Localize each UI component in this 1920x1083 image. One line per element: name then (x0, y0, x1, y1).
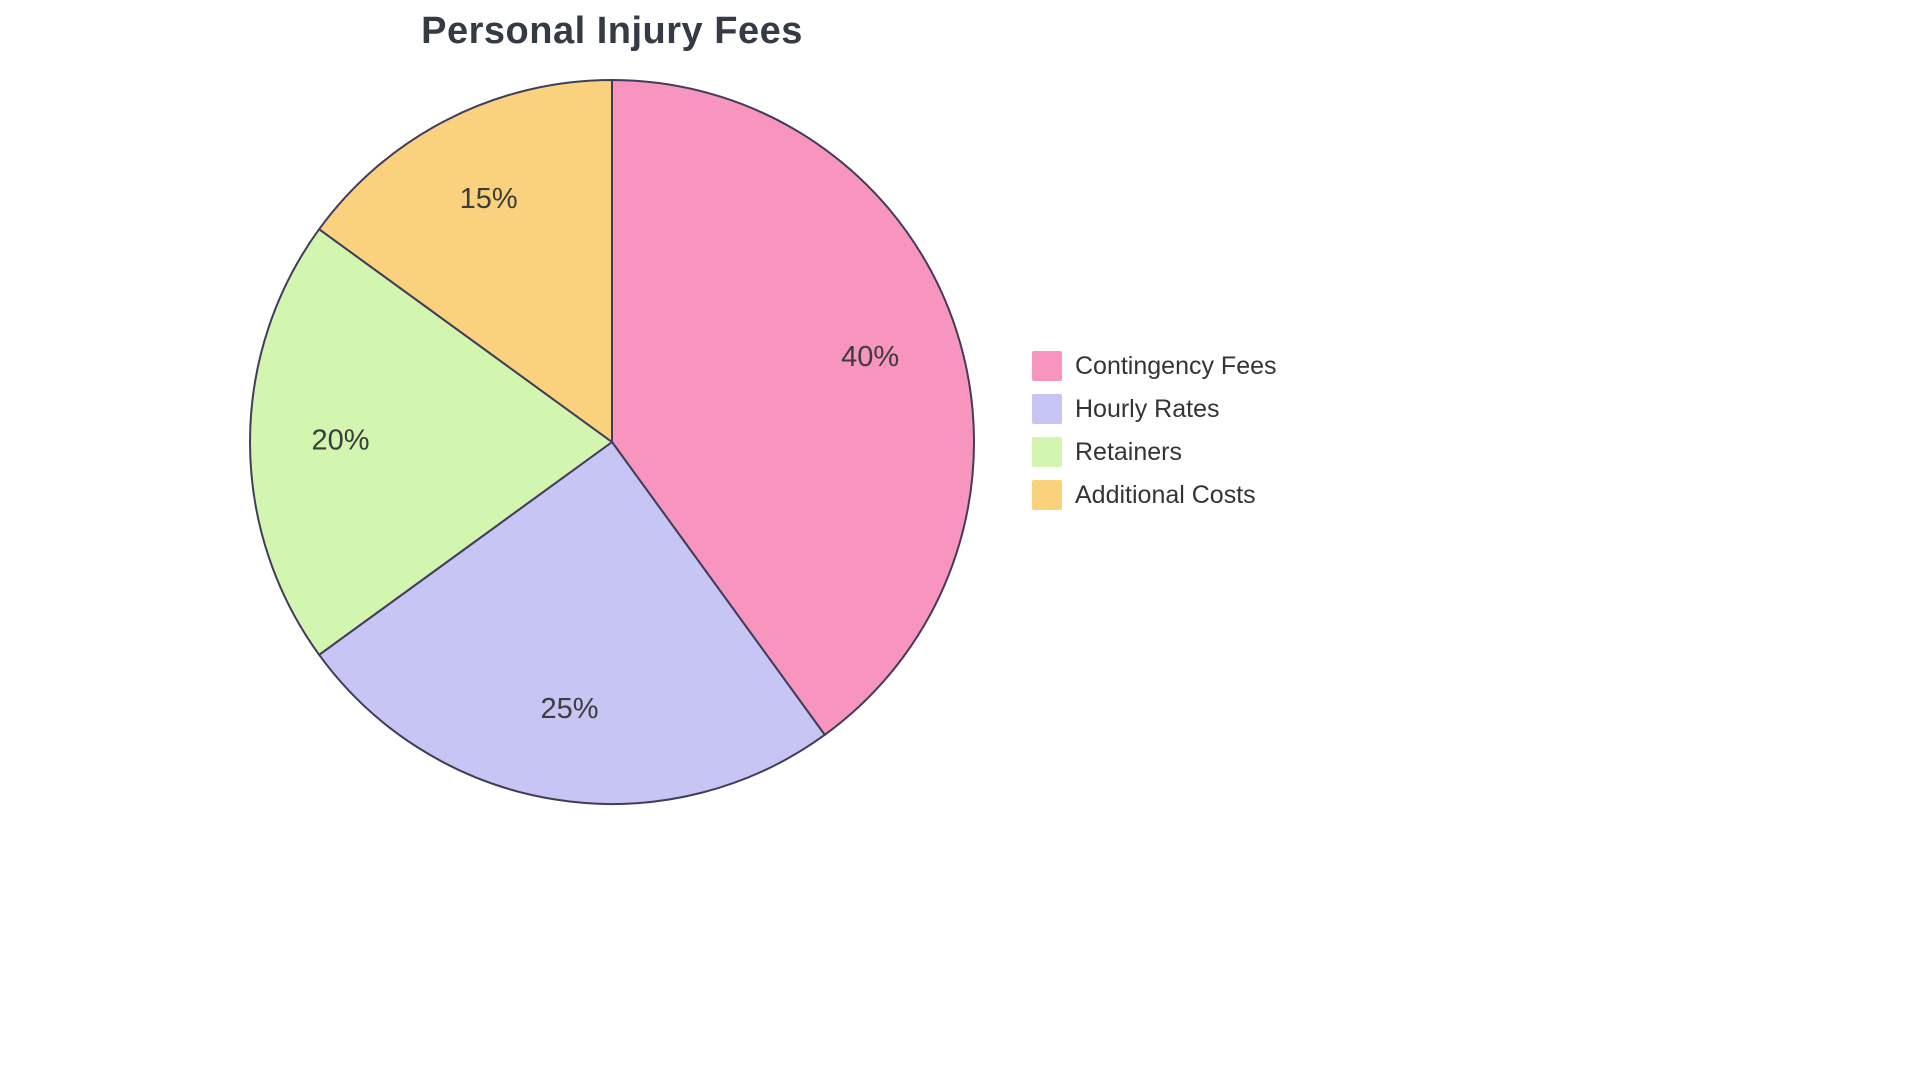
legend-item-additional-costs: Additional Costs (1032, 480, 1277, 510)
pie-slice-labels: 40% 25% 20% 15% (311, 183, 899, 725)
pie-slice-contingency-fees (611, 79, 975, 736)
chart-title: Personal Injury Fees (421, 10, 803, 52)
legend-swatch-hourly-rates (1032, 394, 1062, 424)
legend-item-retainers: Retainers (1032, 437, 1277, 467)
legend-label-hourly-rates: Hourly Rates (1075, 394, 1220, 423)
pie-slice-hourly-rates (318, 441, 826, 805)
pie-slice-percentage-label-additional-costs: 15% (460, 183, 518, 215)
legend-label-retainers: Retainers (1075, 437, 1182, 466)
legend-swatch-retainers (1032, 437, 1062, 467)
legend-item-contingency-fees: Contingency Fees (1032, 351, 1277, 381)
pie-slice-percentage-label-retainers: 20% (311, 425, 369, 457)
pie-slice-percentage-label-contingency-fees: 40% (841, 341, 899, 373)
legend-label-contingency-fees: Contingency Fees (1075, 351, 1277, 380)
legend-swatch-additional-costs (1032, 480, 1062, 510)
pie-slice-retainers (249, 228, 613, 656)
pie-slice-additional-costs (318, 79, 613, 443)
legend-item-hourly-rates: Hourly Rates (1032, 394, 1277, 424)
pie-slice-percentage-label-hourly-rates: 25% (540, 693, 598, 725)
legend-label-additional-costs: Additional Costs (1075, 480, 1256, 509)
legend: Contingency Fees Hourly Rates Retainers Add… (1032, 351, 1277, 510)
pie-slices (249, 79, 975, 805)
legend-swatch-contingency-fees (1032, 351, 1062, 381)
